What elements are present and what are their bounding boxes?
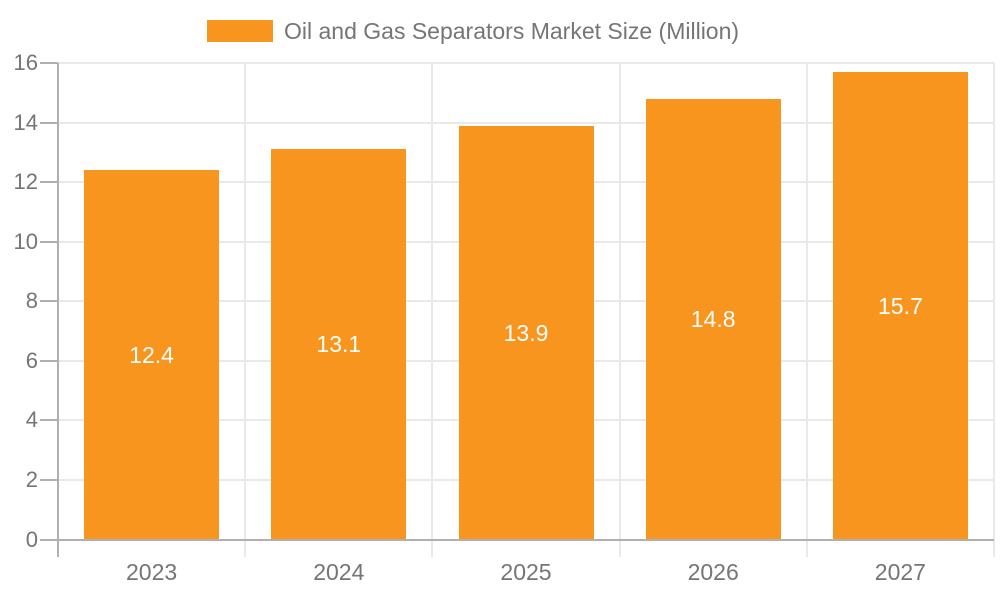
gridline-vertical	[431, 63, 434, 557]
x-axis-label-2026: 2026	[687, 559, 739, 585]
y-tick-mark	[40, 359, 58, 362]
y-axis-label: 12	[13, 169, 38, 195]
y-tick-mark	[40, 62, 58, 64]
bar-value-label: 12.4	[129, 341, 174, 368]
y-axis-label: 6	[25, 347, 38, 373]
y-tick-mark	[40, 121, 58, 124]
bar-value-label: 14.8	[690, 306, 736, 333]
gridline-vertical	[618, 63, 621, 557]
y-axis-label: 14	[13, 109, 38, 135]
y-tick-mark	[40, 181, 58, 184]
y-axis-label: 16	[13, 50, 38, 75]
y-tick-mark	[40, 538, 58, 541]
bar-value-label: 15.7	[878, 292, 923, 319]
y-tick-mark	[40, 300, 58, 303]
y-axis-label: 0	[25, 526, 38, 552]
y-tick-mark	[40, 419, 58, 422]
y-axis-label: 8	[25, 288, 38, 314]
bar-2023[interactable]: 12.4	[84, 170, 220, 540]
legend-swatch	[207, 20, 273, 42]
x-axis-label-2025: 2025	[500, 559, 552, 585]
y-axis-label: 4	[25, 407, 38, 433]
x-axis-line	[58, 538, 994, 541]
y-tick-mark	[40, 478, 58, 481]
x-axis-label-2024: 2024	[313, 559, 365, 585]
bar-value-label: 13.1	[316, 331, 362, 358]
bar-2024[interactable]: 13.1	[271, 149, 407, 540]
legend-label: Oil and Gas Separators Market Size (Mill…	[284, 18, 740, 44]
legend-item[interactable]: Oil and Gas Separators Market Size (Mill…	[207, 19, 739, 43]
y-axis-label: 10	[13, 228, 38, 254]
bar-2025[interactable]: 13.9	[458, 125, 594, 540]
gridline-horizontal	[58, 121, 994, 124]
bar-2026[interactable]: 14.8	[645, 98, 781, 540]
bar-2027[interactable]: 15.7	[832, 71, 968, 540]
bar-value-label: 13.9	[503, 319, 549, 346]
gridline-vertical	[244, 63, 247, 557]
gridline-vertical	[993, 63, 995, 557]
y-axis-label: 2	[25, 466, 38, 492]
gridline-horizontal	[58, 62, 994, 64]
gridline-vertical	[805, 63, 808, 557]
x-axis-label-2023: 2023	[126, 559, 178, 585]
y-axis-line	[57, 63, 59, 557]
y-tick-mark	[40, 240, 58, 243]
x-axis-label-2027: 2027	[874, 559, 926, 585]
